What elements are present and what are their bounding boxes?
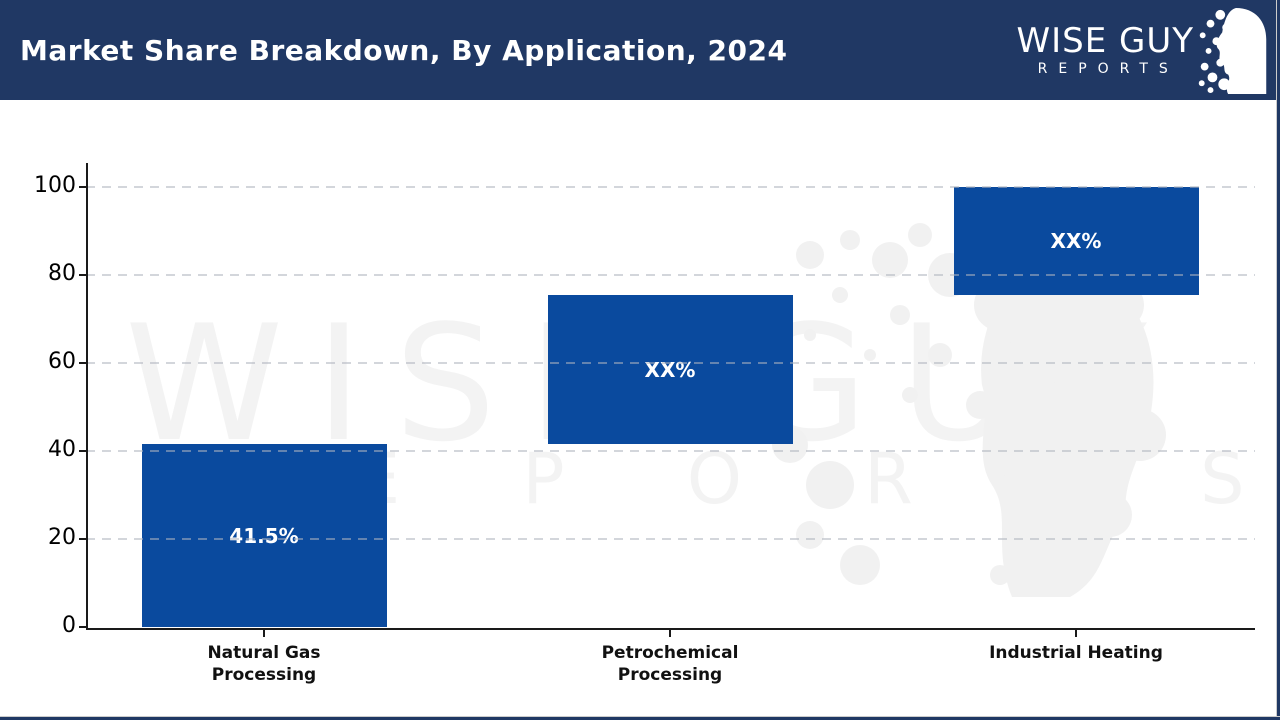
logo-wordmark: WISE GUY: [1016, 21, 1194, 61]
y-tick-label: 100: [34, 173, 76, 198]
y-tick-mark: [79, 626, 86, 628]
y-tick-label: 80: [48, 261, 76, 286]
x-tick-label: Industrial Heating: [989, 643, 1163, 663]
gridline-60: [86, 362, 1255, 364]
logo-text: WISE GUY REPORTS: [1016, 24, 1194, 76]
x-tick-mark: [1075, 630, 1077, 637]
x-tick-mark: [263, 630, 265, 637]
page-title: Market Share Breakdown, By Application, …: [20, 33, 788, 67]
page-right-border: [1277, 0, 1280, 720]
bar-value-label: XX%: [644, 357, 696, 382]
x-tick-mark: [669, 630, 671, 637]
bar-3: XX%: [953, 187, 1199, 295]
y-tick-label: 20: [48, 525, 76, 550]
gridline-40: [86, 450, 1255, 452]
chart-area: WISE GUY R E P O R T S 41.5% XX% XX% 0 20: [0, 100, 1280, 720]
x-tick-label: Petrochemical Processing: [601, 643, 739, 686]
bar-value-label: 41.5%: [229, 523, 299, 548]
y-tick-mark: [79, 274, 86, 276]
bar-1: 41.5%: [141, 444, 387, 627]
header-bar: Market Share Breakdown, By Application, …: [0, 0, 1280, 100]
y-tick-label: 0: [62, 613, 76, 638]
y-axis-line: [86, 163, 88, 630]
watermark-face-icon: [772, 223, 1166, 597]
y-tick-mark: [79, 450, 86, 452]
logo-face-icon: [1198, 7, 1267, 94]
y-tick-label: 60: [48, 349, 76, 374]
x-axis-line: [86, 628, 1255, 630]
logo-subtitle: REPORTS: [1037, 61, 1179, 77]
x-tick-label: Natural Gas Processing: [207, 643, 321, 686]
gridline-100: [86, 186, 1255, 188]
gridline-20: [86, 538, 1255, 540]
gridline-80: [86, 274, 1255, 276]
y-tick-mark: [79, 538, 86, 540]
bar-2: XX%: [547, 294, 793, 445]
y-tick-mark: [79, 186, 86, 188]
y-tick-label: 40: [48, 437, 76, 462]
y-tick-mark: [79, 362, 86, 364]
wise-guy-reports-logo: WISE GUY REPORTS: [1016, 6, 1280, 94]
page-bottom-border: [0, 717, 1280, 720]
bar-value-label: XX%: [1050, 228, 1102, 253]
